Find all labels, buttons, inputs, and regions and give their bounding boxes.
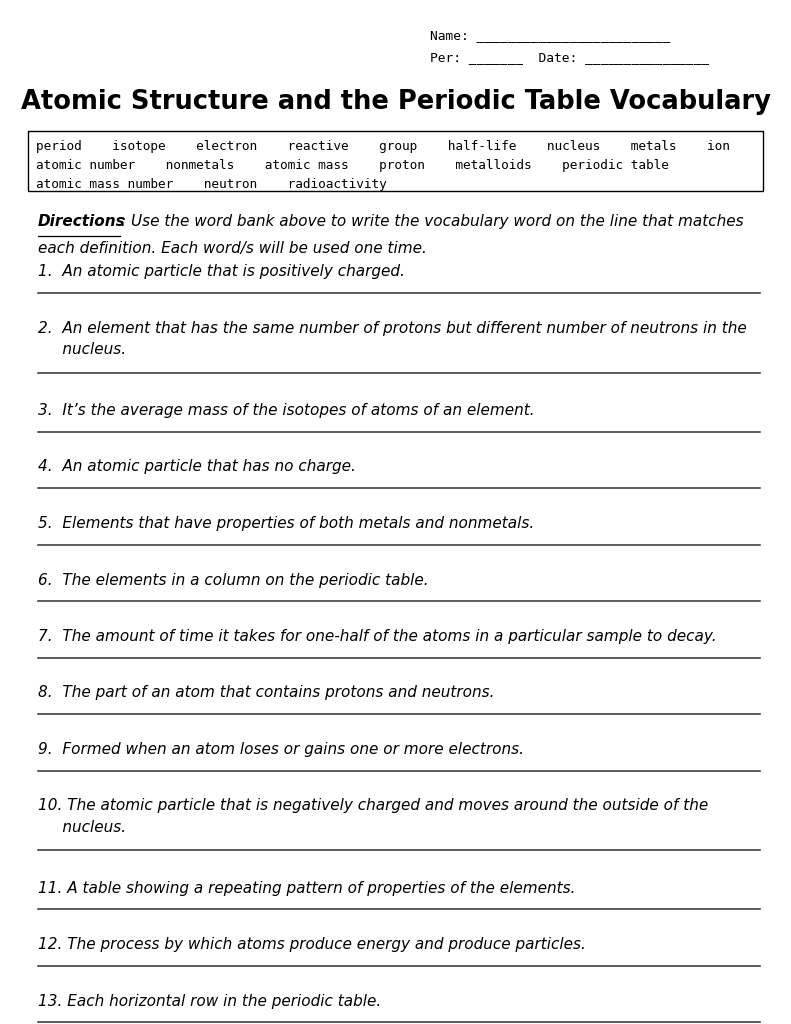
Text: each definition. Each word/s will be used one time.: each definition. Each word/s will be use… <box>38 241 427 256</box>
Text: 9.  Formed when an atom loses or gains one or more electrons.: 9. Formed when an atom loses or gains on… <box>38 742 524 757</box>
Text: 12. The process by which atoms produce energy and produce particles.: 12. The process by which atoms produce e… <box>38 938 586 952</box>
Text: Name: _________________________: Name: _________________________ <box>430 29 670 42</box>
Text: 6.  The elements in a column on the periodic table.: 6. The elements in a column on the perio… <box>38 572 429 588</box>
Text: 4.  An atomic particle that has no charge.: 4. An atomic particle that has no charge… <box>38 460 356 474</box>
Text: Directions: Directions <box>38 214 126 229</box>
Text: 10. The atomic particle that is negatively charged and moves around the outside : 10. The atomic particle that is negative… <box>38 799 708 836</box>
Text: 3.  It’s the average mass of the isotopes of atoms of an element.: 3. It’s the average mass of the isotopes… <box>38 403 535 418</box>
Text: 2.  An element that has the same number of protons but different number of neutr: 2. An element that has the same number o… <box>38 321 747 357</box>
Text: 7.  The amount of time it takes for one-half of the atoms in a particular sample: 7. The amount of time it takes for one-h… <box>38 629 717 644</box>
Text: atomic number    nonmetals    atomic mass    proton    metalloids    periodic ta: atomic number nonmetals atomic mass prot… <box>36 159 669 172</box>
Text: 11. A table showing a repeating pattern of properties of the elements.: 11. A table showing a repeating pattern … <box>38 881 576 896</box>
Text: Atomic Structure and the Periodic Table Vocabulary: Atomic Structure and the Periodic Table … <box>21 89 770 115</box>
Text: Per: _______  Date: ________________: Per: _______ Date: ________________ <box>430 51 709 63</box>
Text: period    isotope    electron    reactive    group    half-life    nucleus    me: period isotope electron reactive group h… <box>36 140 730 153</box>
Text: 13. Each horizontal row in the periodic table.: 13. Each horizontal row in the periodic … <box>38 994 381 1009</box>
Text: 8.  The part of an atom that contains protons and neutrons.: 8. The part of an atom that contains pro… <box>38 685 494 700</box>
Bar <box>28 131 763 191</box>
Text: : Use the word bank above to write the vocabulary word on the line that matches: : Use the word bank above to write the v… <box>121 214 744 229</box>
Text: 5.  Elements that have properties of both metals and nonmetals.: 5. Elements that have properties of both… <box>38 516 534 531</box>
Text: atomic mass number    neutron    radioactivity: atomic mass number neutron radioactivity <box>36 178 387 191</box>
Text: 1.  An atomic particle that is positively charged.: 1. An atomic particle that is positively… <box>38 264 405 279</box>
